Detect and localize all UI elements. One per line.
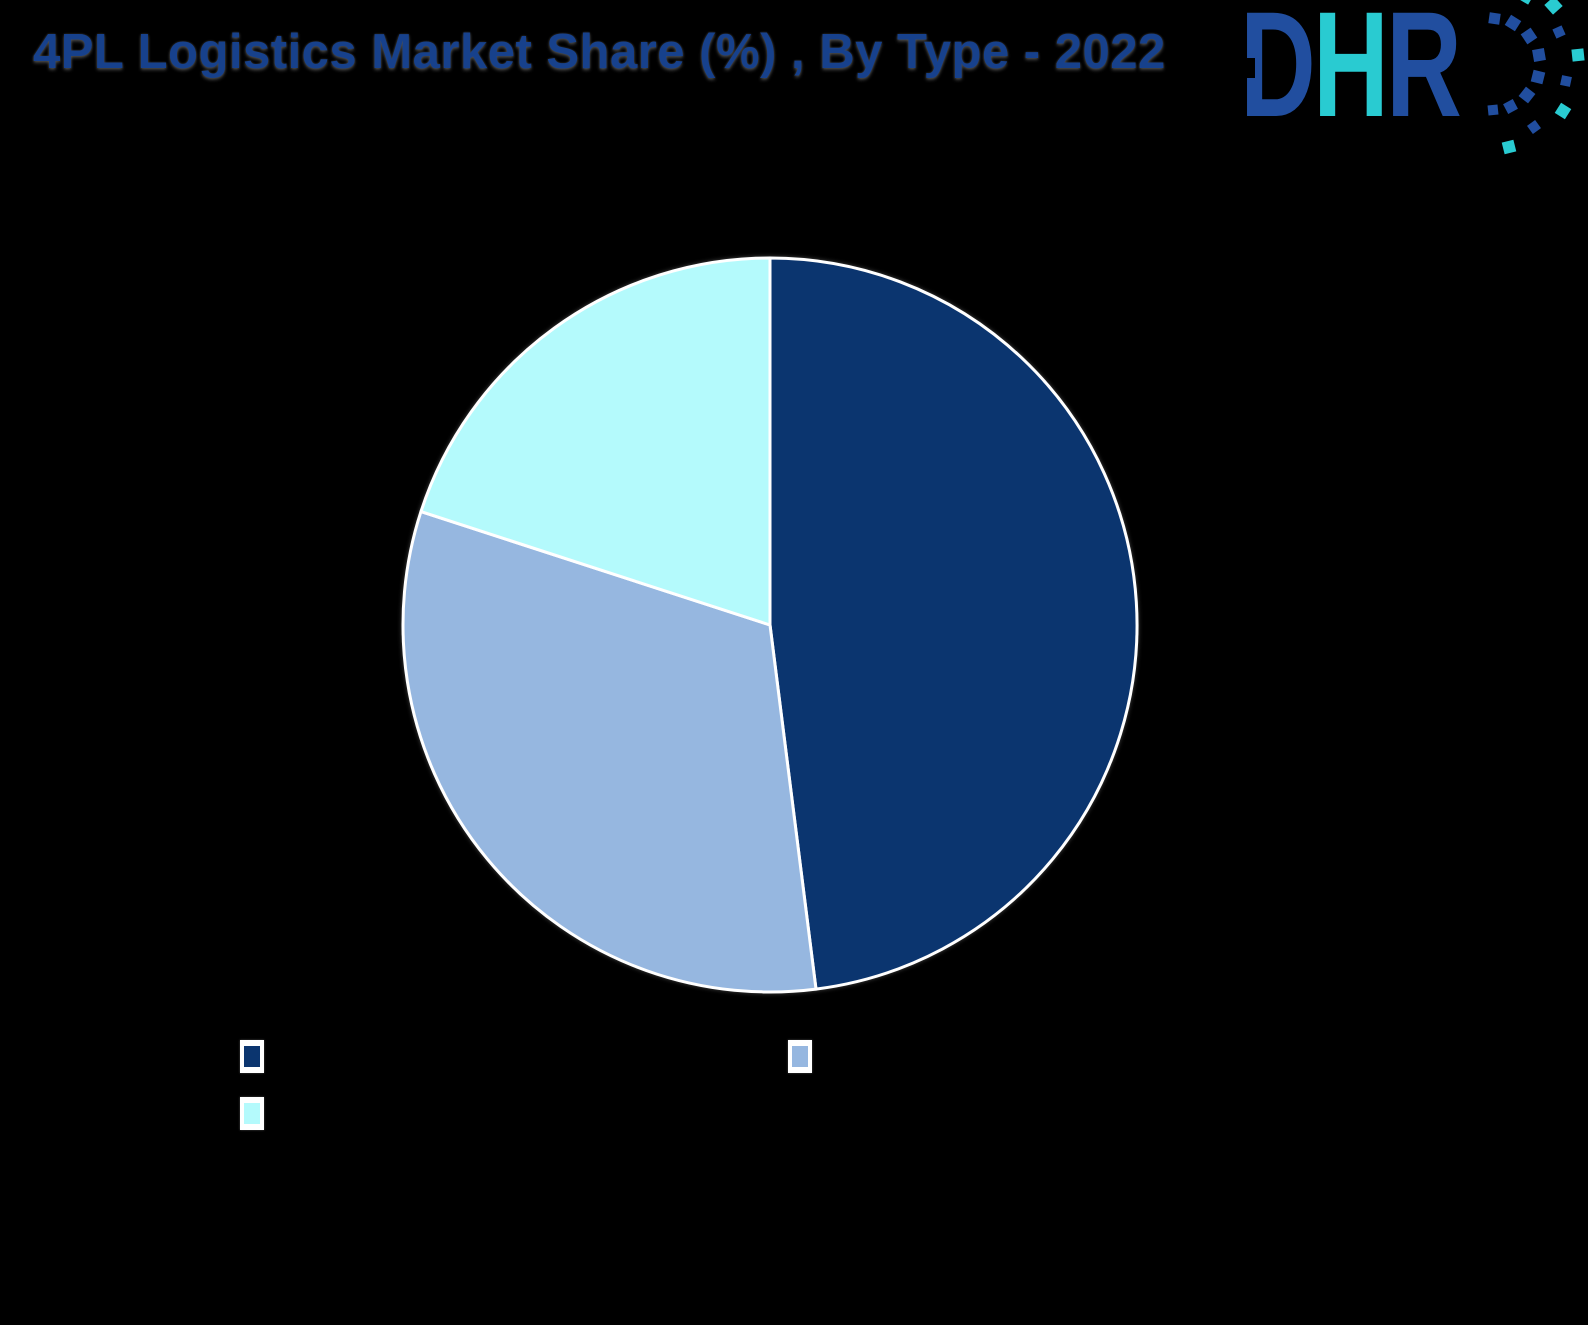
legend-item [240,1040,278,1073]
legend-item [240,1097,278,1130]
legend-swatch [240,1040,264,1073]
logo-dot-icon [1521,27,1538,45]
logo-dot-icon [1552,25,1566,39]
logo-dot-icon [1519,0,1533,5]
legend-swatch-color [244,1046,260,1067]
logo-d-notch [1240,58,1255,78]
logo-dot-icon [1505,15,1522,32]
logo-letter-h: H [1313,0,1389,148]
pie-chart-area [380,235,1160,1015]
pie-slice-2 [401,510,818,994]
legend-swatch [788,1040,812,1073]
logo-dot-icon [1560,74,1573,87]
pie-slice-1 [768,256,1139,991]
logo-letters: DHR [1240,0,1462,139]
logo-dot-icon [1526,120,1541,135]
logo-dot-icon [1487,104,1499,116]
logo-dot-icon [1554,102,1571,119]
legend-swatch-color [244,1103,260,1124]
logo-dot-icon [1570,47,1585,62]
dhr-logo: DHR [1240,0,1588,160]
logo-dot-icon [1532,48,1547,62]
logo-letter-r: R [1386,0,1462,148]
logo-dot-icon [1518,86,1536,104]
legend-swatch-color [792,1046,808,1067]
chart-title: 4PL Logistics Market Share (%) , By Type… [33,25,1166,79]
pie-slice-3 [419,256,772,627]
legend-swatch [240,1097,264,1130]
logo-dot-icon [1531,69,1546,84]
logo-dot-icon [1503,98,1518,114]
logo-dot-icon [1501,140,1517,155]
legend-item [788,1040,826,1073]
logo-dot-icon [1544,0,1563,15]
logo-dot-icon [1488,12,1501,25]
pie-chart [401,256,1139,994]
